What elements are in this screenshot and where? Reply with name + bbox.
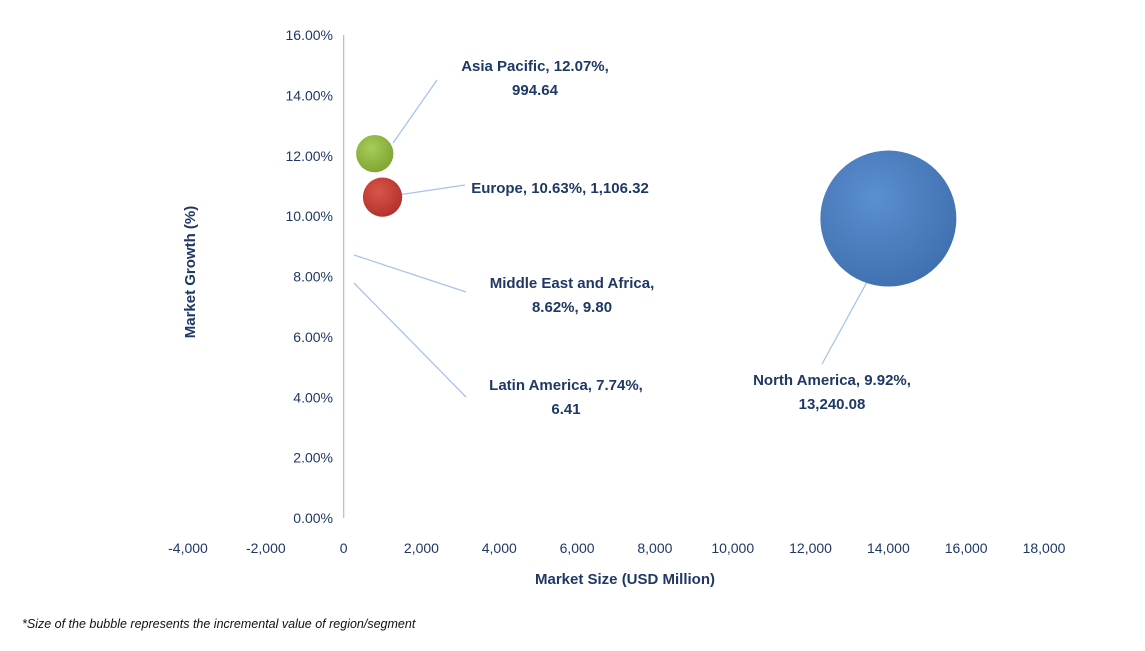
asia-pacific-leader-line <box>392 79 438 144</box>
y-axis-title: Market Growth (%) <box>182 206 199 339</box>
data-label-line: Latin America, 7.74%, <box>489 377 643 394</box>
north-america-data-label: North America, 9.92%, 13,240.08 <box>753 372 911 413</box>
y-tick-label: 4.00% <box>293 389 333 405</box>
y-tick-label: 10.00% <box>286 208 333 224</box>
data-label-line: Europe, 10.63%, 1,106.32 <box>471 180 649 197</box>
data-label-line: 13,240.08 <box>799 396 866 413</box>
footnote: *Size of the bubble represents the incre… <box>22 617 416 631</box>
x-tick-label: 0 <box>340 540 348 556</box>
middle-east-africa-leader-line <box>353 254 467 293</box>
latin-america-data-label: Latin America, 7.74%, 6.41 <box>489 377 643 418</box>
europe-leader-line <box>397 184 466 196</box>
x-tick-label: 4,000 <box>482 540 517 556</box>
x-tick-label: 16,000 <box>945 540 988 556</box>
data-label-line: Middle East and Africa, <box>490 275 654 292</box>
latin-america-leader-line <box>353 282 467 398</box>
y-tick-label: 8.00% <box>293 269 333 285</box>
x-tick-label: 14,000 <box>867 540 910 556</box>
y-tick-label: 12.00% <box>286 148 333 164</box>
x-tick-label: 18,000 <box>1023 540 1066 556</box>
y-tick-label: 2.00% <box>293 450 333 466</box>
data-label-line: 994.64 <box>512 82 559 99</box>
y-tick-label: 6.00% <box>293 329 333 345</box>
europe-data-label: Europe, 10.63%, 1,106.32 <box>471 180 649 197</box>
x-tick-label: 10,000 <box>711 540 754 556</box>
y-tick-label: 0.00% <box>293 510 333 526</box>
data-label-line: North America, 9.92%, <box>753 372 911 389</box>
x-tick-label: 8,000 <box>637 540 672 556</box>
x-tick-label: 2,000 <box>404 540 439 556</box>
y-tick-label: 16.00% <box>286 27 333 43</box>
x-axis-title: Market Size (USD Million) <box>535 571 715 588</box>
asia-pacific-data-label: Asia Pacific, 12.07%, 994.64 <box>461 58 609 99</box>
north-america-bubble <box>820 150 957 287</box>
data-label-line: Asia Pacific, 12.07%, <box>461 58 609 75</box>
middle-east-africa-data-label: Middle East and Africa, 8.62%, 9.80 <box>490 275 654 316</box>
x-tick-label: -4,000 <box>168 540 208 556</box>
y-tick-label: 14.00% <box>286 87 333 103</box>
asia-pacific-bubble <box>356 134 394 173</box>
data-label-line: 6.41 <box>551 401 580 418</box>
data-label-line: 8.62%, 9.80 <box>532 299 612 316</box>
x-tick-label: 12,000 <box>789 540 832 556</box>
europe-bubble <box>362 177 403 217</box>
x-tick-label: 6,000 <box>560 540 595 556</box>
x-tick-label: -2,000 <box>246 540 286 556</box>
